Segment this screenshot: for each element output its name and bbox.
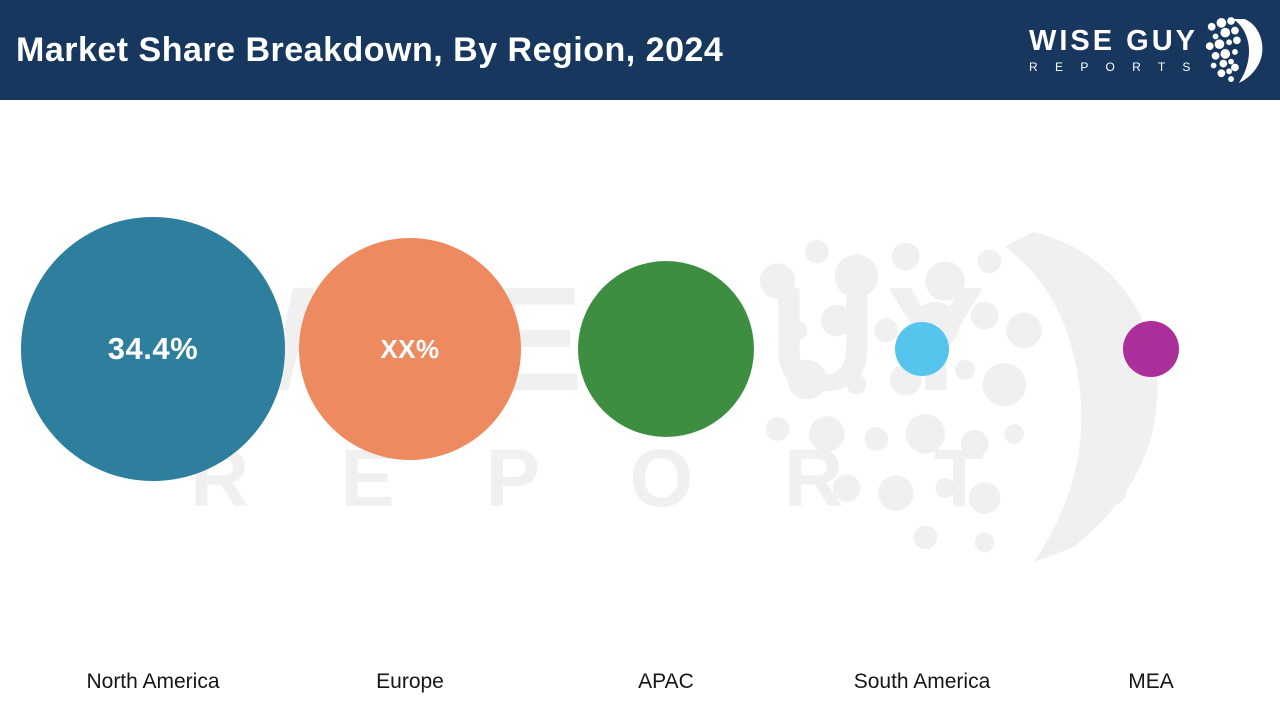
bubble-value-label: XX% — [380, 333, 440, 364]
region-label-apac: APAC — [638, 670, 694, 693]
logo-wordmark: WISE GUY — [1028, 24, 1198, 57]
region-label-mea: MEA — [1128, 670, 1174, 693]
logo-subtitle: R E P O R T S — [1028, 59, 1198, 74]
logo-text: WISE GUY R E P O R T S — [1028, 24, 1198, 74]
bubble-value-label: 34.4% — [107, 331, 199, 366]
bubble-mea — [1123, 321, 1179, 377]
bubble-europe: XX% — [299, 238, 521, 460]
region-label-europe: Europe — [376, 670, 444, 693]
region-label-south-america: South America — [853, 670, 991, 693]
head-silhouette-icon — [1205, 17, 1263, 83]
header-bar: Market Share Breakdown, By Region, 2024 … — [0, 0, 1280, 100]
page-title: Market Share Breakdown, By Region, 2024 — [16, 30, 724, 69]
wiseguy-logo: WISE GUY R E P O R T S — [1029, 15, 1264, 85]
bubble-north-america: 34.4% — [21, 217, 285, 481]
watermark-head-silhouette — [759, 231, 1158, 563]
bubble-south-america — [895, 322, 949, 376]
bubble-apac — [578, 261, 754, 437]
region-label-north-america: North America — [86, 670, 220, 693]
